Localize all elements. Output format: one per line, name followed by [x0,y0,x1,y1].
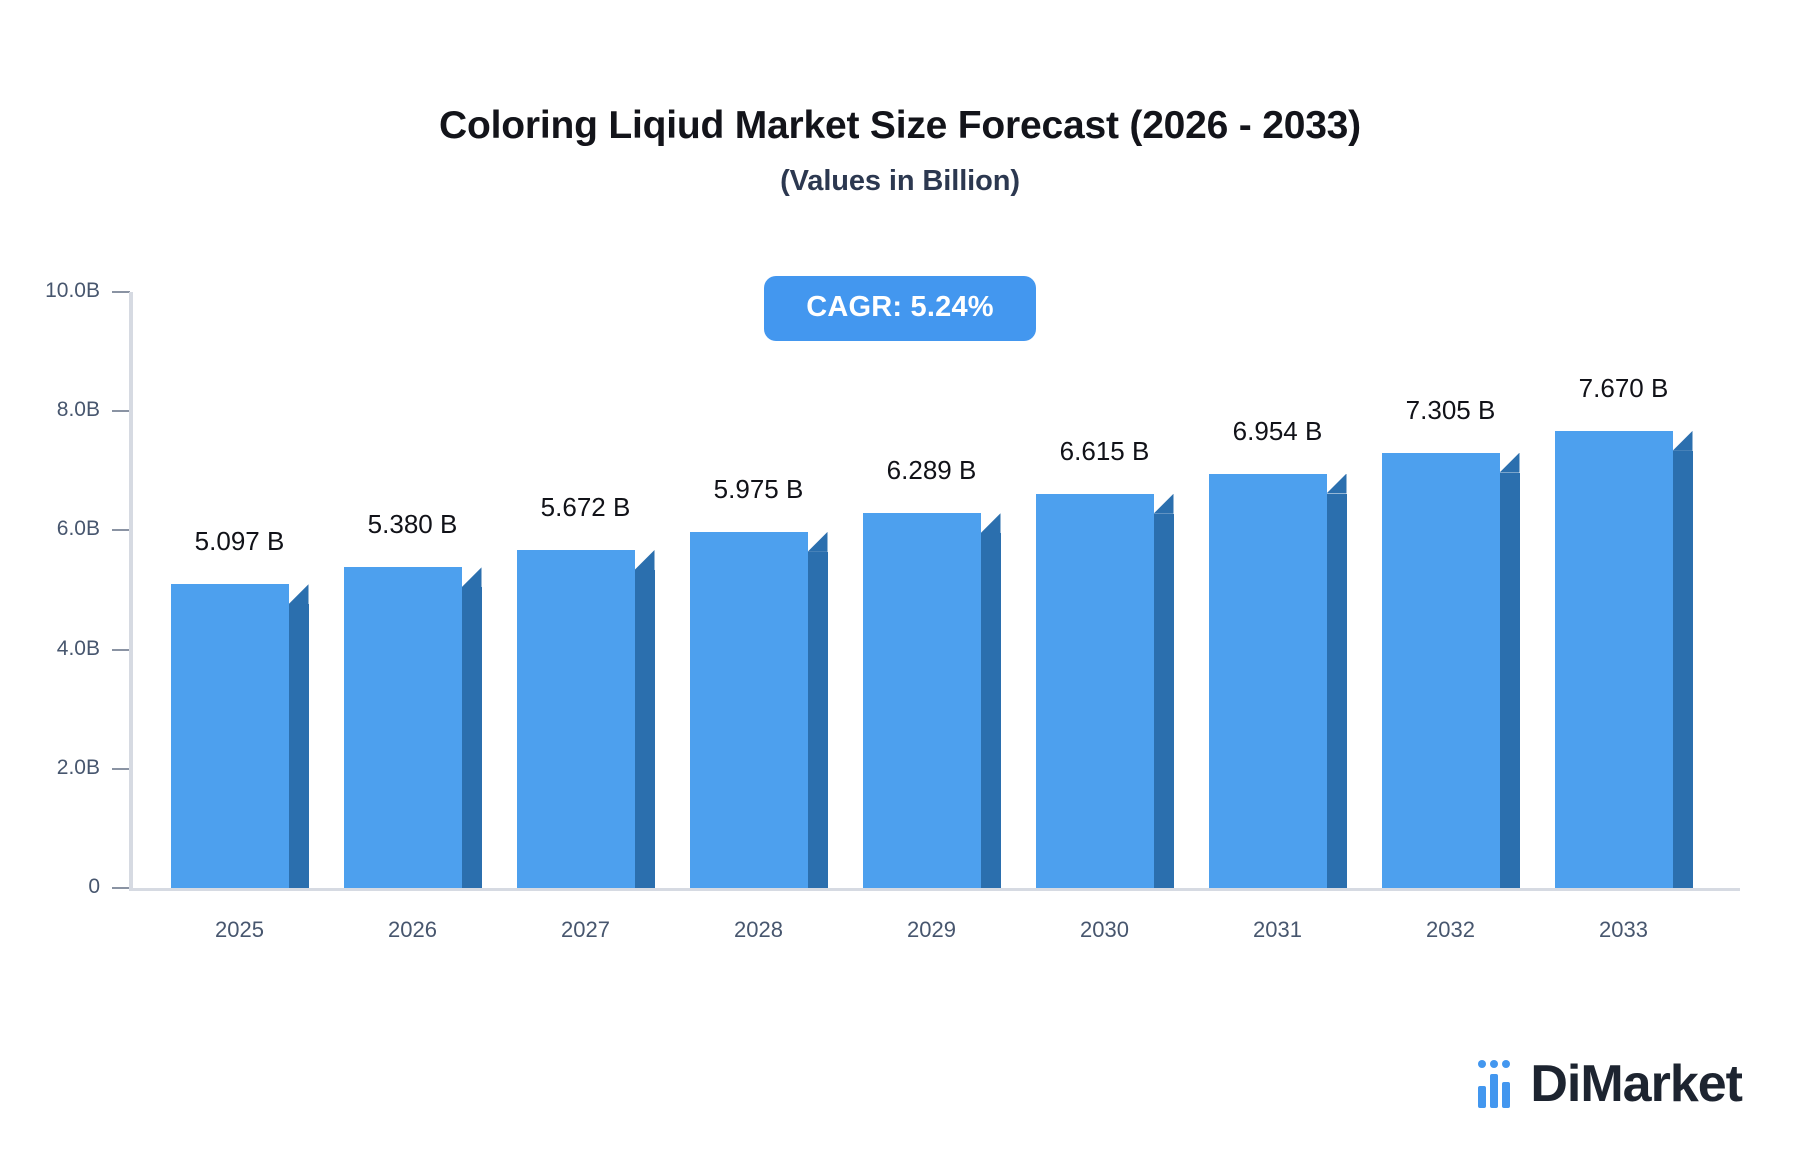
bar-value-label: 6.615 B [1059,435,1150,466]
bar-side-face [807,551,828,888]
bar-column[interactable] [1381,452,1520,888]
bar-front-face [1035,493,1154,888]
bar-side-face [461,587,482,888]
bar-top-face [634,549,655,570]
x-axis-tick-label: 2026 [388,917,437,942]
logo-dot-2 [1490,1060,1499,1068]
bar-column[interactable] [1554,430,1693,888]
cagr-badge-container: CAGR: 5.24% [0,248,1800,341]
bar-top-face [980,513,1001,534]
bar-side-face [1672,450,1693,888]
bar-column[interactable] [1035,493,1174,888]
bar-top-face [461,567,482,588]
page-title: Coloring Liqiud Market Size Forecast (20… [439,104,1361,147]
bar-front-face [516,549,635,888]
bar-value-label: 5.380 B [367,509,458,540]
bar-side-face [1153,513,1174,888]
y-axis-tick-label: 10.0B [45,279,100,302]
brand-logo: DiMarket [1478,1054,1743,1114]
bar-front-face [862,513,981,888]
bar-value-label: 5.097 B [194,526,285,557]
y-axis-tick-label: 0 [88,875,100,898]
y-axis-tick-label: 2.0B [56,755,100,779]
bar-front-face [689,531,808,888]
bar-top-face [288,584,309,605]
y-axis-tick-mark [112,767,130,770]
y-axis-tick-label: 6.0B [56,517,100,541]
bar-side-face [1326,493,1347,888]
logo-mark-icon [1478,1060,1518,1108]
y-axis: 0 2.0B 4.0B 6.0B 8.0B 10.0B [0,0,130,1156]
logo-dots-icon [1478,1060,1518,1072]
y-axis-tick-label: 8.0B [56,398,100,422]
x-axis-tick-label: 2031 [1253,917,1302,942]
y-axis-spine [129,292,133,890]
logo-dot-3 [1502,1060,1511,1068]
bar-side-face [634,569,655,888]
bar-side-face [288,604,309,888]
logo-dot-1 [1478,1060,1487,1068]
bar-front-face [1208,473,1327,888]
x-axis-tick-label: 2025 [215,917,264,942]
bar-front-face [343,567,462,888]
bar-side-face [1499,472,1520,888]
bar-top-face [1499,452,1520,473]
bar-value-label: 7.670 B [1578,372,1669,403]
logo-bar-1 [1478,1086,1487,1108]
y-axis-tick-label: 4.0B [56,636,100,660]
y-axis-tick-mark [112,887,130,889]
bar-top-face [1153,493,1174,514]
bar-top-face [1326,473,1347,494]
bar-value-label: 5.975 B [713,473,804,504]
bar-value-label: 5.672 B [540,491,631,522]
x-axis-tick-label: 2028 [734,917,783,942]
logo-bar-2 [1490,1074,1499,1108]
x-axis-tick-label: 2029 [907,917,956,942]
bar-side-face [980,533,1001,888]
bar-value-label: 7.305 B [1405,394,1496,425]
status-badge-cagr: CAGR: 5.24% [764,276,1036,341]
bar-value-label: 6.289 B [886,455,977,486]
y-axis-tick-mark [112,529,130,532]
bar-column[interactable] [516,549,655,888]
bar-column[interactable] [170,584,309,888]
bar-front-face [170,584,289,888]
logo-bar-3 [1502,1082,1511,1108]
bar-column[interactable] [862,513,1001,888]
logo-bars-icon [1478,1066,1511,1108]
y-axis-tick-mark [112,648,130,651]
chart-subtitle: (Values in Billion) [780,164,1020,197]
bar-column[interactable] [689,531,828,888]
logo-wordmark: DiMarket [1530,1055,1743,1113]
bar-top-face [807,531,828,552]
chart-header: Coloring Liqiud Market Size Forecast (20… [0,0,1800,198]
x-axis-tick-label: 2027 [561,917,610,942]
bar-front-face [1381,452,1500,888]
x-axis-tick-label: 2033 [1599,917,1648,942]
y-axis-tick-mark [112,410,130,413]
bar-column[interactable] [1208,473,1347,888]
y-axis-tick-mark [112,291,130,293]
bar-value-label: 6.954 B [1232,415,1323,446]
bar-front-face [1554,430,1673,888]
bar-top-face [1672,430,1693,451]
x-axis-tick-label: 2030 [1080,917,1129,942]
x-axis-tick-label: 2032 [1426,917,1475,942]
x-axis-baseline [129,888,1740,891]
bar-column[interactable] [343,567,482,888]
